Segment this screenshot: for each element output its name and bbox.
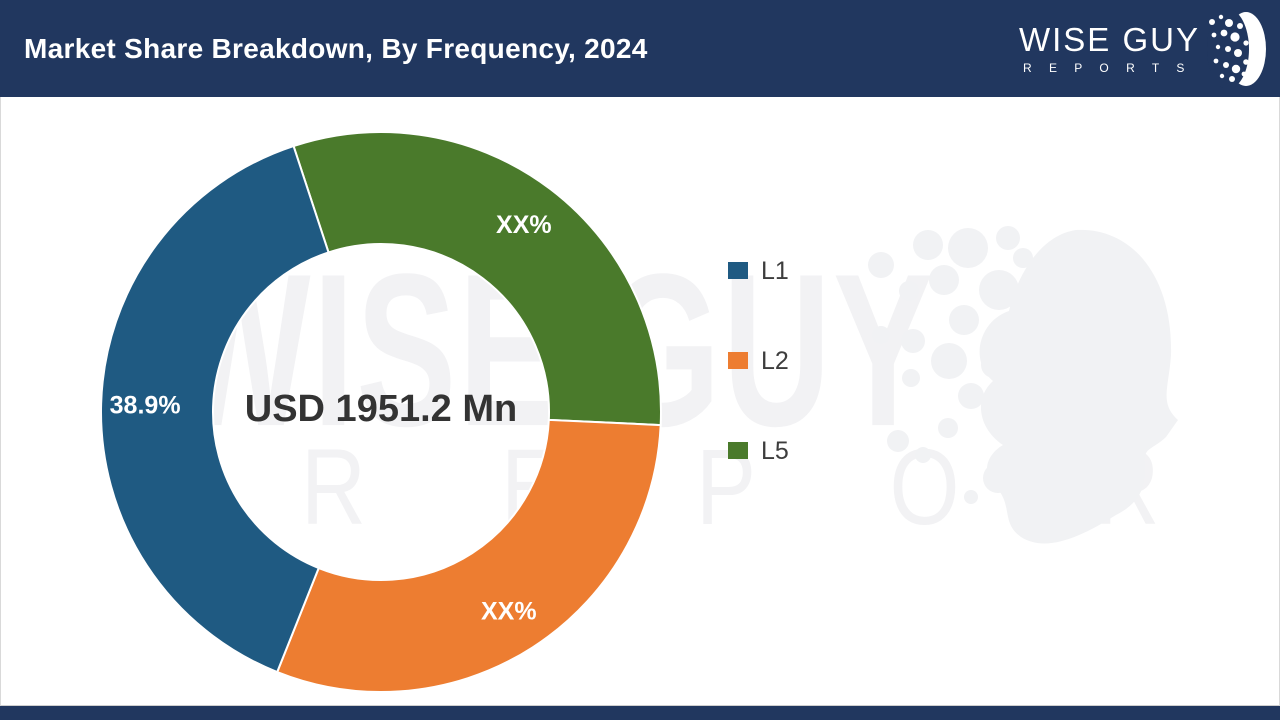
- donut-segment-L2: [275, 418, 662, 693]
- logo-wordmark: WISE GUY: [1018, 21, 1200, 59]
- legend-label: L5: [761, 437, 789, 465]
- donut-segment-L1: [100, 144, 330, 674]
- logo-face-icon: [1207, 10, 1266, 88]
- header-bar: Market Share Breakdown, By Frequency, 20…: [0, 0, 1280, 97]
- legend-swatch: [728, 262, 748, 279]
- legend-label: L1: [761, 257, 789, 285]
- legend-label: L2: [761, 347, 789, 375]
- footer-bar: [0, 706, 1280, 720]
- donut-center-label: USD 1951.2 Mn: [245, 388, 517, 430]
- segment-value-label: XX%: [481, 597, 537, 625]
- legend-item-L5: L5: [728, 437, 789, 465]
- chart-area: WISE GUY R E P O R T S XX%XX%38.9%USD 19…: [0, 97, 1280, 706]
- segment-value-label: XX%: [496, 211, 552, 239]
- logo-text: WISE GUY R E P O R T S: [1019, 23, 1200, 75]
- chart-legend: L1 L2 L5: [728, 257, 789, 527]
- legend-swatch: [728, 442, 748, 459]
- legend-item-L2: L2: [728, 347, 789, 375]
- donut-segment-L5: [292, 131, 662, 427]
- logo-subtitle: R E P O R T S: [1022, 60, 1192, 75]
- legend-item-L1: L1: [728, 257, 789, 285]
- segment-value-label: 38.9%: [110, 392, 181, 420]
- wise-guy-logo: WISE GUY R E P O R T S: [1019, 8, 1266, 90]
- donut-chart: XX% XX% 38.9% USD 1951.2 Mn: [1, 97, 761, 705]
- legend-swatch: [728, 352, 748, 369]
- watermark-face-icon: [868, 226, 1178, 544]
- page-title: Market Share Breakdown, By Frequency, 20…: [24, 32, 648, 64]
